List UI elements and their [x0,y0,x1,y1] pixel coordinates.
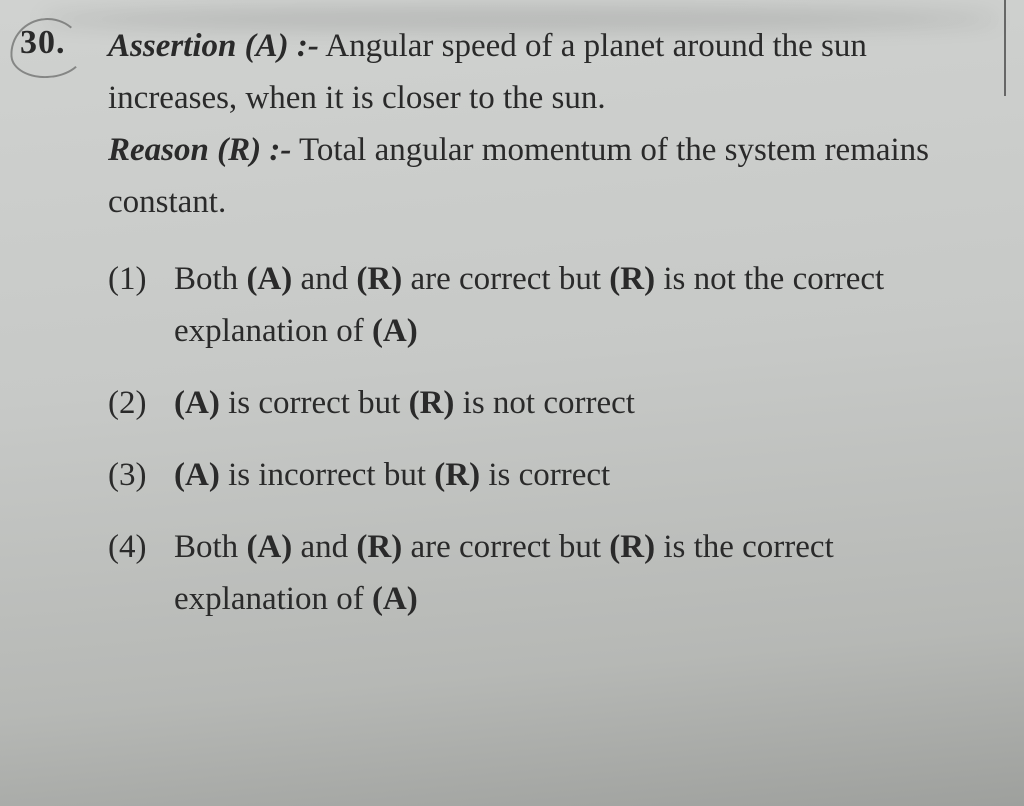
option-mid1: and [292,529,356,565]
option-2: (2) (A) is correct but (R) is not correc… [108,377,988,429]
option-bold-a: (A) [246,529,292,565]
option-bold-r: (R) [409,385,455,421]
option-text: Both (A) and (R) are correct but (R) is … [174,521,968,625]
question-content: Assertion (A) :- Angular speed of a plan… [108,20,988,645]
option-bold-a2: (A) [372,313,418,349]
reason-label: Reason (R) :- [108,132,291,168]
option-bold-a2: (A) [372,581,418,617]
question-number-wrap: 30. [6,14,92,78]
page: 30. Assertion (A) :- Angular speed of a … [0,0,1024,806]
option-mid2: is correct [480,457,610,493]
option-3: (3) (A) is incorrect but (R) is correct [108,449,988,501]
option-number: (2) [108,377,174,429]
option-bold-a: (A) [174,457,220,493]
option-mid1: is incorrect but [220,457,434,493]
option-bold-a: (A) [246,261,292,297]
option-1: (1) Both (A) and (R) are correct but (R)… [108,253,988,357]
option-bold-r2: (R) [609,261,655,297]
option-mid2: is not correct [454,385,635,421]
option-text: Both (A) and (R) are correct but (R) is … [174,253,968,357]
option-pre: Both [174,529,246,565]
assertion-label: Assertion (A) :- [108,28,319,64]
option-number: (3) [108,449,174,501]
option-pre: Both [174,261,246,297]
option-bold-r2: (R) [609,529,655,565]
option-mid1: and [292,261,356,297]
question-stem: Assertion (A) :- Angular speed of a plan… [108,20,988,229]
option-mid1: is correct but [220,385,409,421]
options-list: (1) Both (A) and (R) are correct but (R)… [108,253,988,626]
option-mid2: are correct but [402,261,609,297]
option-number: (4) [108,521,174,573]
option-bold-a: (A) [174,385,220,421]
option-text: (A) is correct but (R) is not correct [174,377,968,429]
option-4: (4) Both (A) and (R) are correct but (R)… [108,521,988,625]
option-mid2: are correct but [402,529,609,565]
option-number: (1) [108,253,174,305]
option-bold-r: (R) [356,261,402,297]
option-bold-r: (R) [356,529,402,565]
page-edge-line [1004,0,1006,96]
question-number: 30. [20,24,66,62]
option-bold-r: (R) [434,457,480,493]
option-text: (A) is incorrect but (R) is correct [174,449,968,501]
